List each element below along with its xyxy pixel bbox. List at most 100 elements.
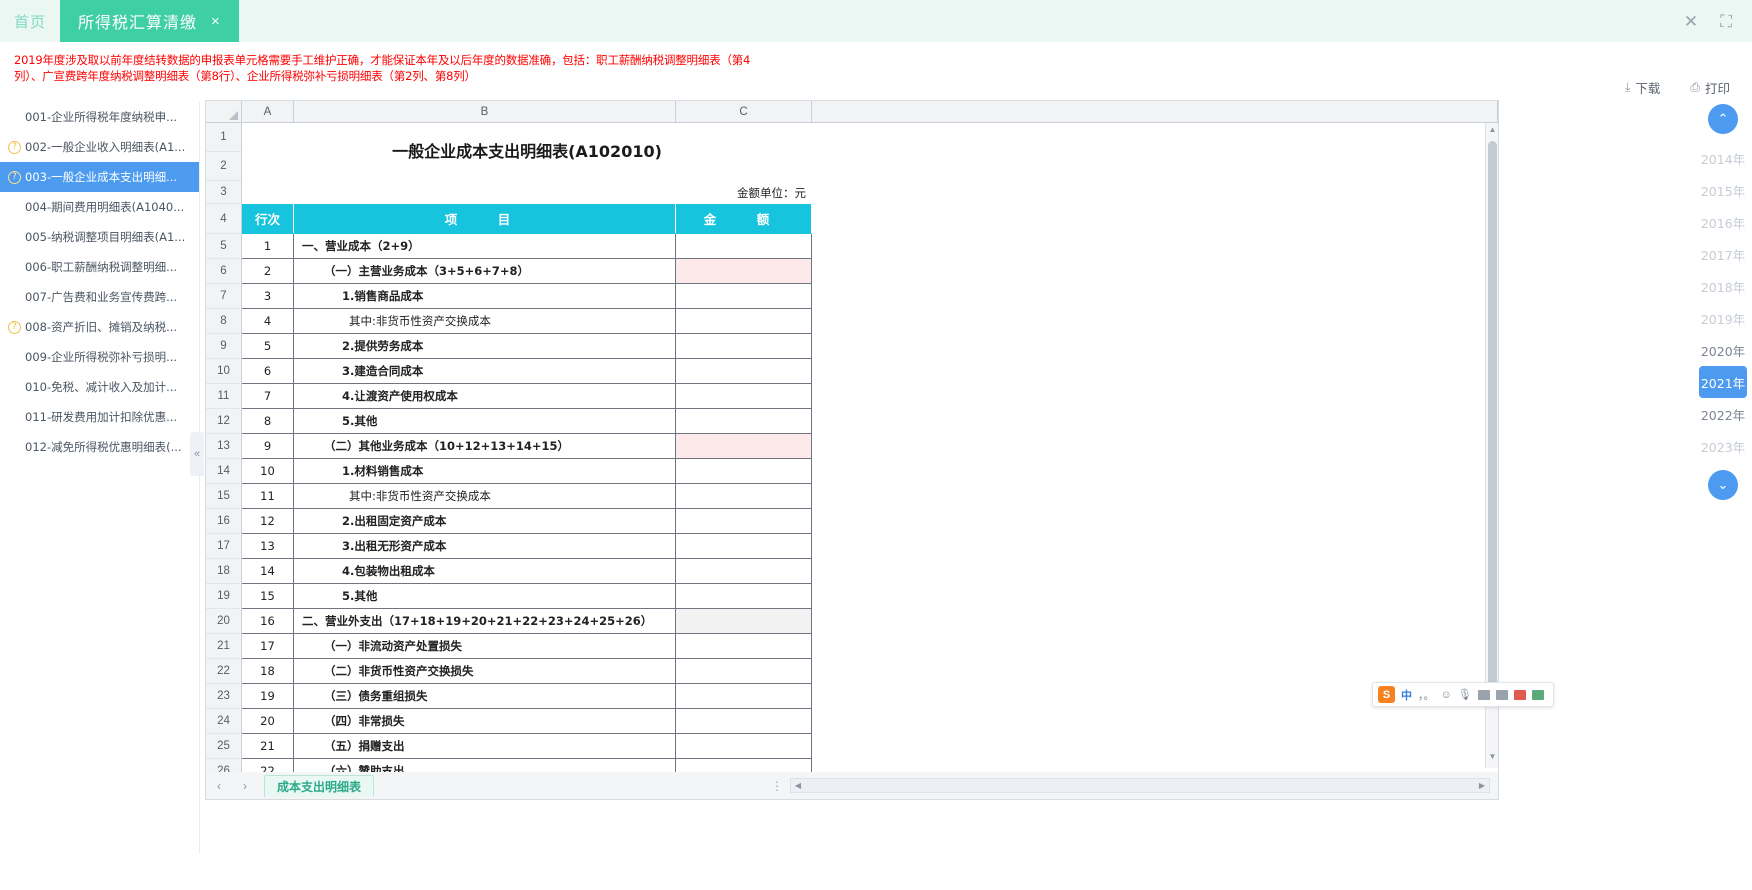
cell-amount[interactable] <box>676 609 812 634</box>
row-header[interactable]: 12 <box>206 409 242 434</box>
ime-toolbar[interactable]: S 中 ，。 ☺ 🎙 <box>1372 682 1554 707</box>
select-all-corner[interactable] <box>206 101 242 122</box>
table-row[interactable]: 21 17 （一）非流动资产处置损失 <box>206 634 1498 659</box>
year-option-1[interactable]: 2014年 <box>1699 142 1747 174</box>
row-header[interactable]: 16 <box>206 509 242 534</box>
row-header[interactable]: 20 <box>206 609 242 634</box>
sidebar-collapse-handle[interactable]: « <box>190 432 204 476</box>
sidebar-item-2[interactable]: ? 002-一般企业收入明细表(A1... <box>0 132 199 162</box>
cell-line-no[interactable]: 21 <box>242 734 294 759</box>
year-option-10[interactable]: 2023年 <box>1699 430 1747 462</box>
year-option-6[interactable]: 2019年 <box>1699 302 1747 334</box>
table-row[interactable]: 5 1 一、营业成本（2+9） <box>206 234 1498 259</box>
hscroll-right-icon[interactable]: ▶ <box>1478 781 1486 790</box>
sidebar-item-5[interactable]: 005-纳税调整项目明细表(A1... <box>0 222 199 252</box>
sidebar-item-3[interactable]: ? 003-一般企业成本支出明细... <box>0 162 199 192</box>
table-row[interactable]: 24 20 （四）非常损失 <box>206 709 1498 734</box>
year-option-5[interactable]: 2018年 <box>1699 270 1747 302</box>
cell-item-name[interactable]: （一）主营业务成本（3+5+6+7+8） <box>294 259 676 284</box>
row-header[interactable]: 21 <box>206 634 242 659</box>
row-header[interactable]: 8 <box>206 309 242 334</box>
cell-line-no[interactable]: 6 <box>242 359 294 384</box>
row-header[interactable]: 3 <box>206 181 242 204</box>
vertical-scrollbar[interactable]: ▲ ▼ <box>1485 123 1498 768</box>
cell-line-no[interactable]: 16 <box>242 609 294 634</box>
cell-amount[interactable] <box>676 359 812 384</box>
row-header[interactable]: 13 <box>206 434 242 459</box>
table-row[interactable]: 17 13 3.出租无形资产成本 <box>206 534 1498 559</box>
row-header[interactable]: 7 <box>206 284 242 309</box>
cell-amount[interactable] <box>676 659 812 684</box>
cell-item-name[interactable]: 一、营业成本（2+9） <box>294 234 676 259</box>
sidebar-item-9[interactable]: 009-企业所得税弥补亏损明... <box>0 342 199 372</box>
cell-amount[interactable] <box>676 534 812 559</box>
close-icon[interactable]: ✕ <box>1683 11 1699 31</box>
horizontal-scrollbar[interactable]: ◀ ▶ <box>790 778 1490 793</box>
table-row[interactable]: 16 12 2.出租固定资产成本 <box>206 509 1498 534</box>
sidebar-item-10[interactable]: 010-免税、减计收入及加计... <box>0 372 199 402</box>
help-icon[interactable]: ? <box>8 170 21 184</box>
download-button[interactable]: ⤓ 下载 <box>1625 78 1660 97</box>
cell-item-name[interactable]: 二、营业外支出（17+18+19+20+21+22+23+24+25+26） <box>294 609 676 634</box>
sheet-tab-cost-detail[interactable]: 成本支出明细表 <box>264 774 375 797</box>
row-header[interactable]: 15 <box>206 484 242 509</box>
table-row[interactable]: 11 7 4.让渡资产使用权成本 <box>206 384 1498 409</box>
sidebar-item-6[interactable]: 006-职工薪酬纳税调整明细... <box>0 252 199 282</box>
sheet-prev-button[interactable]: ‹ <box>217 778 221 793</box>
cell-amount[interactable] <box>676 559 812 584</box>
table-row[interactable]: 22 18 （二）非货币性资产交换损失 <box>206 659 1498 684</box>
table-row[interactable]: 12 8 5.其他 <box>206 409 1498 434</box>
cell-item-name[interactable]: 4.让渡资产使用权成本 <box>294 384 676 409</box>
cell-item-name[interactable]: 1.销售商品成本 <box>294 284 676 309</box>
sidebar-item-8[interactable]: ? 008-资产折旧、摊销及纳税... <box>0 312 199 342</box>
cell-line-no[interactable]: 10 <box>242 459 294 484</box>
table-row[interactable]: 19 15 5.其他 <box>206 584 1498 609</box>
cell-line-no[interactable]: 19 <box>242 684 294 709</box>
close-icon[interactable]: × <box>211 12 221 30</box>
cell-item-name[interactable]: （四）非常损失 <box>294 709 676 734</box>
cell-item-name[interactable]: 5.其他 <box>294 584 676 609</box>
year-selector-panel[interactable]: ⌃ 2014年 2015年 2016年 2017年 2018年 2019年 2020年 202… <box>1694 100 1752 540</box>
table-row[interactable]: 9 5 2.提供劳务成本 <box>206 334 1498 359</box>
cell-item-name[interactable]: 2.提供劳务成本 <box>294 334 676 359</box>
row-header[interactable]: 14 <box>206 459 242 484</box>
scroll-down-icon[interactable]: ▼ <box>1488 752 1497 761</box>
sidebar-item-1[interactable]: 001-企业所得税年度纳税申... <box>0 102 199 132</box>
year-option-4[interactable]: 2017年 <box>1699 238 1747 270</box>
row-header[interactable]: 1 <box>206 123 242 152</box>
year-option-2[interactable]: 2015年 <box>1699 174 1747 206</box>
cell-line-no[interactable]: 17 <box>242 634 294 659</box>
print-button[interactable]: ⎙ 打印 <box>1690 78 1730 97</box>
row-header[interactable]: 17 <box>206 534 242 559</box>
sheet-next-button[interactable]: › <box>243 778 247 793</box>
cell-item-name[interactable]: 5.其他 <box>294 409 676 434</box>
cell-amount[interactable] <box>676 459 812 484</box>
cell-line-no[interactable]: 20 <box>242 709 294 734</box>
row-header[interactable]: 6 <box>206 259 242 284</box>
sidebar-item-11[interactable]: 011-研发费用加计扣除优惠... <box>0 402 199 432</box>
help-icon[interactable]: ? <box>8 140 21 154</box>
cell-amount[interactable] <box>676 334 812 359</box>
cell-line-no[interactable]: 13 <box>242 534 294 559</box>
cell-amount[interactable] <box>676 259 812 284</box>
cell-line-no[interactable]: 3 <box>242 284 294 309</box>
sheet-options-icon[interactable]: ⋮ <box>771 778 784 793</box>
table-row[interactable]: 7 3 1.销售商品成本 <box>206 284 1498 309</box>
table-row[interactable]: 20 16 二、营业外支出（17+18+19+20+21+22+23+24+25+2… <box>206 609 1498 634</box>
cell-item-name[interactable]: 其中:非货币性资产交换成本 <box>294 484 676 509</box>
row-header[interactable]: 22 <box>206 659 242 684</box>
row-header[interactable]: 25 <box>206 734 242 759</box>
row-header[interactable]: 5 <box>206 234 242 259</box>
form-list-sidebar[interactable]: 001-企业所得税年度纳税申...? 002-一般企业收入明细表(A1...? 00… <box>0 102 200 854</box>
ime-mode-label[interactable]: 中 <box>1401 689 1412 702</box>
year-option-7[interactable]: 2020年 <box>1699 334 1747 366</box>
cell-item-name[interactable]: 1.材料销售成本 <box>294 459 676 484</box>
ime-toolbox-icon[interactable] <box>1495 689 1508 700</box>
year-scroll-down-button[interactable]: ⌄ <box>1708 470 1738 500</box>
year-option-9[interactable]: 2022年 <box>1699 398 1747 430</box>
row-header[interactable]: 23 <box>206 684 242 709</box>
cell-line-no[interactable]: 1 <box>242 234 294 259</box>
cell-line-no[interactable]: 12 <box>242 509 294 534</box>
cell-item-name[interactable]: 3.建造合同成本 <box>294 359 676 384</box>
